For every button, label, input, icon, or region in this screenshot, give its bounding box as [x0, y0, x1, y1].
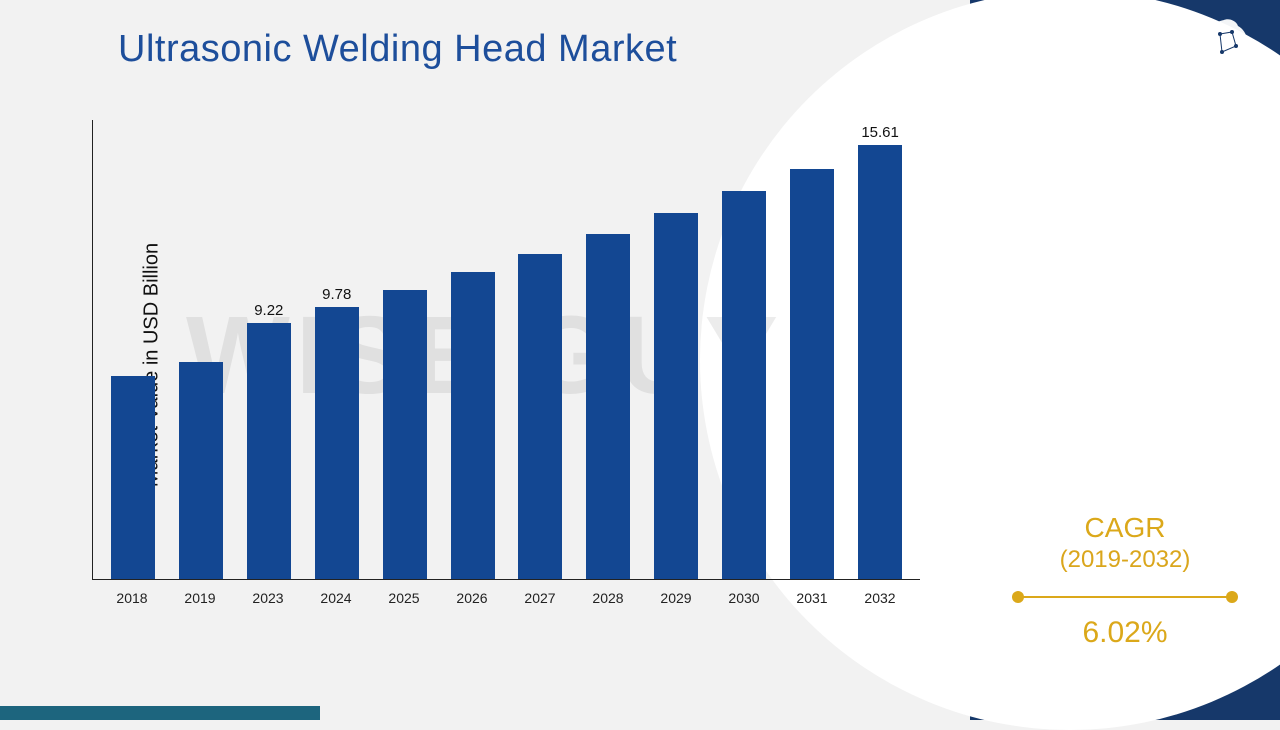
bar	[315, 307, 359, 579]
bar-col: 15.61	[846, 120, 914, 579]
bar	[179, 362, 223, 579]
brain-icon	[1202, 18, 1250, 70]
bar-col: 9.78	[303, 120, 371, 579]
bar	[451, 272, 495, 579]
bar	[586, 234, 630, 579]
bar-col	[507, 120, 575, 579]
bar-col: 9.22	[235, 120, 303, 579]
bar-col	[710, 120, 778, 579]
bar	[654, 213, 698, 579]
bar	[858, 145, 902, 579]
bar	[247, 323, 291, 579]
x-tick-label: 2031	[778, 590, 846, 606]
bar-value-label: 9.22	[254, 302, 283, 319]
bar-col	[642, 120, 710, 579]
cagr-value: 6.02%	[1010, 616, 1240, 650]
cagr-range: (2019-2032)	[1010, 546, 1240, 574]
bar-col	[371, 120, 439, 579]
footer-accent-bar	[0, 706, 320, 720]
bar-col	[99, 120, 167, 579]
x-tick-label: 2019	[166, 590, 234, 606]
plot-area: 9.22 9.78 15.61	[92, 120, 920, 580]
x-tick-label: 2026	[438, 590, 506, 606]
bar	[111, 376, 155, 579]
bar-col	[167, 120, 235, 579]
bar	[790, 169, 834, 579]
bar-col	[778, 120, 846, 579]
brand-line1: WISE GUY	[1032, 22, 1198, 55]
bar-chart: Market Value in USD Billion 9.229.7815.6…	[50, 120, 920, 610]
x-tick-label: 2030	[710, 590, 778, 606]
x-tick-label: 2028	[574, 590, 642, 606]
x-tick-label: 2024	[302, 590, 370, 606]
cagr-divider	[1018, 596, 1232, 598]
x-tick-label: 2029	[642, 590, 710, 606]
bar-col	[574, 120, 642, 579]
x-tick-label: 2018	[98, 590, 166, 606]
bar	[518, 254, 562, 579]
bar-value-label: 9.78	[322, 286, 351, 303]
cagr-title: CAGR	[1010, 512, 1240, 544]
x-tick-label: 2027	[506, 590, 574, 606]
bar-col	[439, 120, 507, 579]
x-tick-label: 2032	[846, 590, 914, 606]
chart-title: Ultrasonic Welding Head Market	[118, 28, 677, 71]
x-labels: 2018201920232024202520262027202820292030…	[92, 590, 920, 606]
bar	[722, 191, 766, 579]
cagr-block: CAGR (2019-2032) 6.02%	[1010, 512, 1240, 650]
bars-container: 9.22 9.78 15.61	[93, 120, 920, 579]
bar-value-label: 15.61	[861, 124, 899, 141]
x-tick-label: 2025	[370, 590, 438, 606]
brand-line2: REPORTS	[1032, 68, 1250, 84]
x-tick-label: 2023	[234, 590, 302, 606]
bar	[383, 290, 427, 579]
brand-logo: WISE GUY REPORTS	[1032, 18, 1250, 84]
